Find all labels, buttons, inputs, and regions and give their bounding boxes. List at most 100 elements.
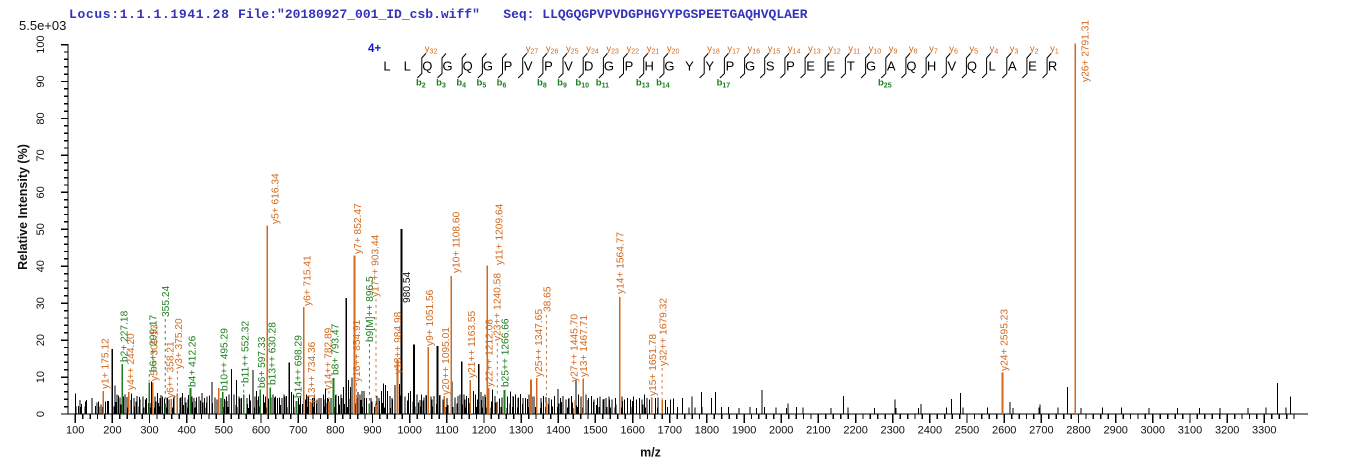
svg-text:S: S [766,59,775,74]
svg-text:900: 900 [363,425,381,437]
svg-text:b9: b9 [557,78,567,90]
svg-text:P: P [726,59,735,74]
svg-text:1700: 1700 [658,425,682,437]
svg-text:E: E [806,59,815,74]
svg-text:b9[M]++ 896.5: b9[M]++ 896.5 [365,276,376,342]
svg-text:2000: 2000 [769,425,793,437]
svg-text:b13++ 630.28: b13++ 630.28 [268,322,279,385]
svg-text:y5++ 309.13: y5++ 309.13 [150,324,161,381]
svg-text:500: 500 [215,425,233,437]
svg-text:y7+ 852.47: y7+ 852.47 [353,203,364,254]
svg-text:1200: 1200 [472,425,496,437]
svg-text:b25++ 1266.66: b25++ 1266.66 [500,318,511,387]
svg-text:600: 600 [252,425,270,437]
svg-text:1300: 1300 [509,425,533,437]
svg-text:38.65: 38.65 [543,286,554,312]
svg-text:y9+ 1051.56: y9+ 1051.56 [425,289,436,346]
svg-text:2700: 2700 [1029,425,1053,437]
svg-text:y3: y3 [1010,44,1019,56]
svg-text:y32++ 1679.32: y32++ 1679.32 [659,298,670,366]
svg-text:V: V [564,59,573,74]
svg-text:10: 10 [35,371,47,383]
svg-text:400: 400 [178,425,196,437]
svg-text:L: L [383,59,390,74]
svg-text:b8+ 793.47: b8+ 793.47 [331,323,342,375]
svg-text:2900: 2900 [1103,425,1127,437]
svg-text:y1+ 175.12: y1+ 175.12 [100,338,111,389]
svg-text:100: 100 [66,425,84,437]
svg-text:m/z: m/z [640,446,661,460]
svg-text:y6: y6 [949,44,958,56]
svg-text:y20++ 1095.01: y20++ 1095.01 [441,327,452,395]
svg-text:y2: y2 [1030,44,1039,56]
svg-text:2600: 2600 [992,425,1016,437]
svg-text:b6+ 597.33: b6+ 597.33 [257,336,268,388]
svg-text:y6++ 358.21: y6++ 358.21 [165,341,176,398]
svg-text:1500: 1500 [583,425,607,437]
svg-text:T: T [847,59,855,74]
svg-text:b4+ 412.26: b4+ 412.26 [187,335,198,387]
svg-text:2300: 2300 [880,425,904,437]
svg-text:y18++ 984.98: y18++ 984.98 [393,311,404,374]
svg-text:G: G [604,59,614,74]
svg-text:Y: Y [685,59,694,74]
svg-text:P: P [625,59,634,74]
svg-text:y11+ 1209.64: y11+ 1209.64 [494,203,505,265]
svg-text:b4: b4 [456,78,466,90]
svg-text:G: G [866,59,876,74]
svg-text:b8: b8 [537,78,547,90]
svg-text:H: H [927,59,936,74]
svg-text:A: A [1008,59,1017,74]
svg-text:b6: b6 [497,78,507,90]
svg-text:P: P [504,59,513,74]
svg-text:y3+ 375.20: y3+ 375.20 [174,318,185,369]
svg-text:G: G [745,59,755,74]
svg-text:30: 30 [35,297,47,309]
svg-text:355.24: 355.24 [161,286,172,317]
svg-text:70: 70 [35,149,47,161]
svg-text:1000: 1000 [397,425,421,437]
svg-text:P: P [544,59,553,74]
svg-text:y16++ 854.91: y16++ 854.91 [352,319,363,382]
svg-text:y10+ 1108.60: y10+ 1108.60 [451,211,462,273]
svg-text:y15+ 1651.78: y15+ 1651.78 [648,334,659,396]
svg-text:b10++ 495.29: b10++ 495.29 [220,328,231,391]
svg-text:y6+ 715.41: y6+ 715.41 [303,255,314,306]
svg-text:3300: 3300 [1252,425,1276,437]
svg-text:y22++ 1212.08: y22++ 1212.08 [484,319,495,387]
svg-text:1400: 1400 [546,425,570,437]
svg-text:2400: 2400 [918,425,942,437]
svg-text:y17++ 903.44: y17++ 903.44 [371,234,382,297]
svg-text:y13++ 734.36: y13++ 734.36 [307,341,318,404]
svg-text:y23++ 1240.58: y23++ 1240.58 [493,273,504,341]
svg-text:y7: y7 [929,44,938,56]
svg-text:Locus:1.1.1.1941.28 File:"2018: Locus:1.1.1.1941.28 File:"20180927_001_I… [69,7,808,22]
svg-text:b3: b3 [436,78,446,90]
svg-text:Q: Q [967,59,977,74]
svg-text:y26+ 2791.31: y26+ 2791.31 [1081,20,1092,82]
svg-text:y1: y1 [1050,44,1059,56]
svg-text:y27++ 1445.70: y27++ 1445.70 [570,314,581,382]
svg-text:b14++ 698.29: b14++ 698.29 [293,335,304,398]
svg-text:b5: b5 [477,78,487,90]
svg-text:y24+ 2595.23: y24+ 2595.23 [999,309,1010,371]
svg-text:Relative Intensity (%): Relative Intensity (%) [16,144,30,270]
svg-text:Q: Q [463,59,473,74]
svg-text:y5+ 616.34: y5+ 616.34 [271,173,282,224]
svg-text:50: 50 [35,223,47,235]
svg-text:y13+ 1467.71: y13+ 1467.71 [579,315,590,377]
svg-text:y4++ 244.20: y4++ 244.20 [126,333,137,390]
svg-text:G: G [664,59,674,74]
svg-text:L: L [404,59,411,74]
svg-text:V: V [524,59,533,74]
svg-text:A: A [887,59,896,74]
svg-text:100: 100 [35,35,47,53]
svg-text:700: 700 [289,425,307,437]
svg-text:2500: 2500 [955,425,979,437]
svg-text:5.5e+03: 5.5e+03 [19,18,66,33]
svg-text:40: 40 [35,260,47,272]
svg-text:b6++ 299.17: b6++ 299.17 [149,314,160,372]
svg-text:1100: 1100 [435,425,459,437]
svg-text:2200: 2200 [843,425,867,437]
svg-text:3100: 3100 [1178,425,1202,437]
